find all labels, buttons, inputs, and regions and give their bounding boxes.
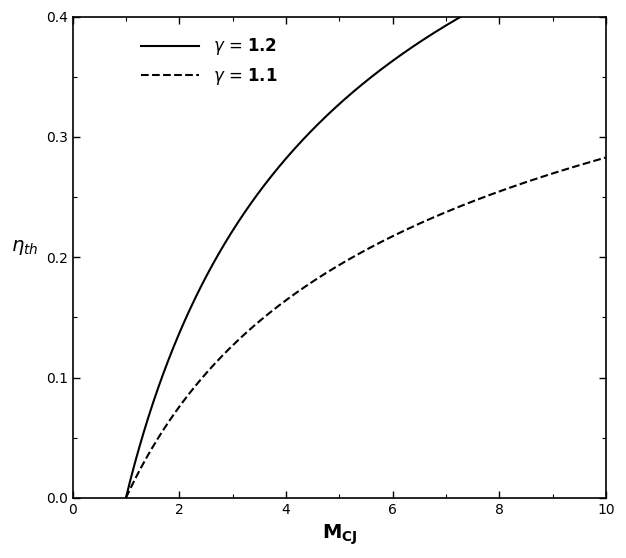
Legend: $\gamma$ = $\mathbf{1.2}$, $\gamma$ = $\mathbf{1.1}$: $\gamma$ = $\mathbf{1.2}$, $\gamma$ = $\… — [134, 30, 284, 93]
$\gamma$ = $\mathbf{1.1}$ — [496, 187, 504, 194]
$\gamma$ = $\mathbf{1.1}$ — [505, 185, 513, 191]
$\gamma$ = $\mathbf{1.1}$ — [122, 494, 130, 501]
$\gamma$ = $\mathbf{1.1}$ — [602, 154, 610, 161]
$\gamma$ = $\mathbf{1.2}$ — [334, 103, 341, 109]
$\gamma$ = $\mathbf{1.2}$ — [122, 494, 130, 501]
$\gamma$ = $\mathbf{1.2}$ — [316, 119, 324, 126]
X-axis label: $\mathbf{M_{CJ}}$: $\mathbf{M_{CJ}}$ — [322, 522, 357, 547]
$\gamma$ = $\mathbf{1.2}$ — [452, 16, 459, 23]
Line: $\gamma$ = $\mathbf{1.1}$: $\gamma$ = $\mathbf{1.1}$ — [126, 157, 606, 498]
$\gamma$ = $\mathbf{1.1}$ — [334, 263, 341, 270]
$\gamma$ = $\mathbf{1.1}$ — [171, 410, 178, 416]
$\gamma$ = $\mathbf{1.1}$ — [452, 205, 459, 211]
Y-axis label: $\eta_{th}$: $\eta_{th}$ — [11, 238, 39, 257]
Line: $\gamma$ = $\mathbf{1.2}$: $\gamma$ = $\mathbf{1.2}$ — [126, 0, 606, 498]
$\gamma$ = $\mathbf{1.1}$ — [316, 273, 324, 280]
$\gamma$ = $\mathbf{1.2}$ — [171, 340, 178, 347]
